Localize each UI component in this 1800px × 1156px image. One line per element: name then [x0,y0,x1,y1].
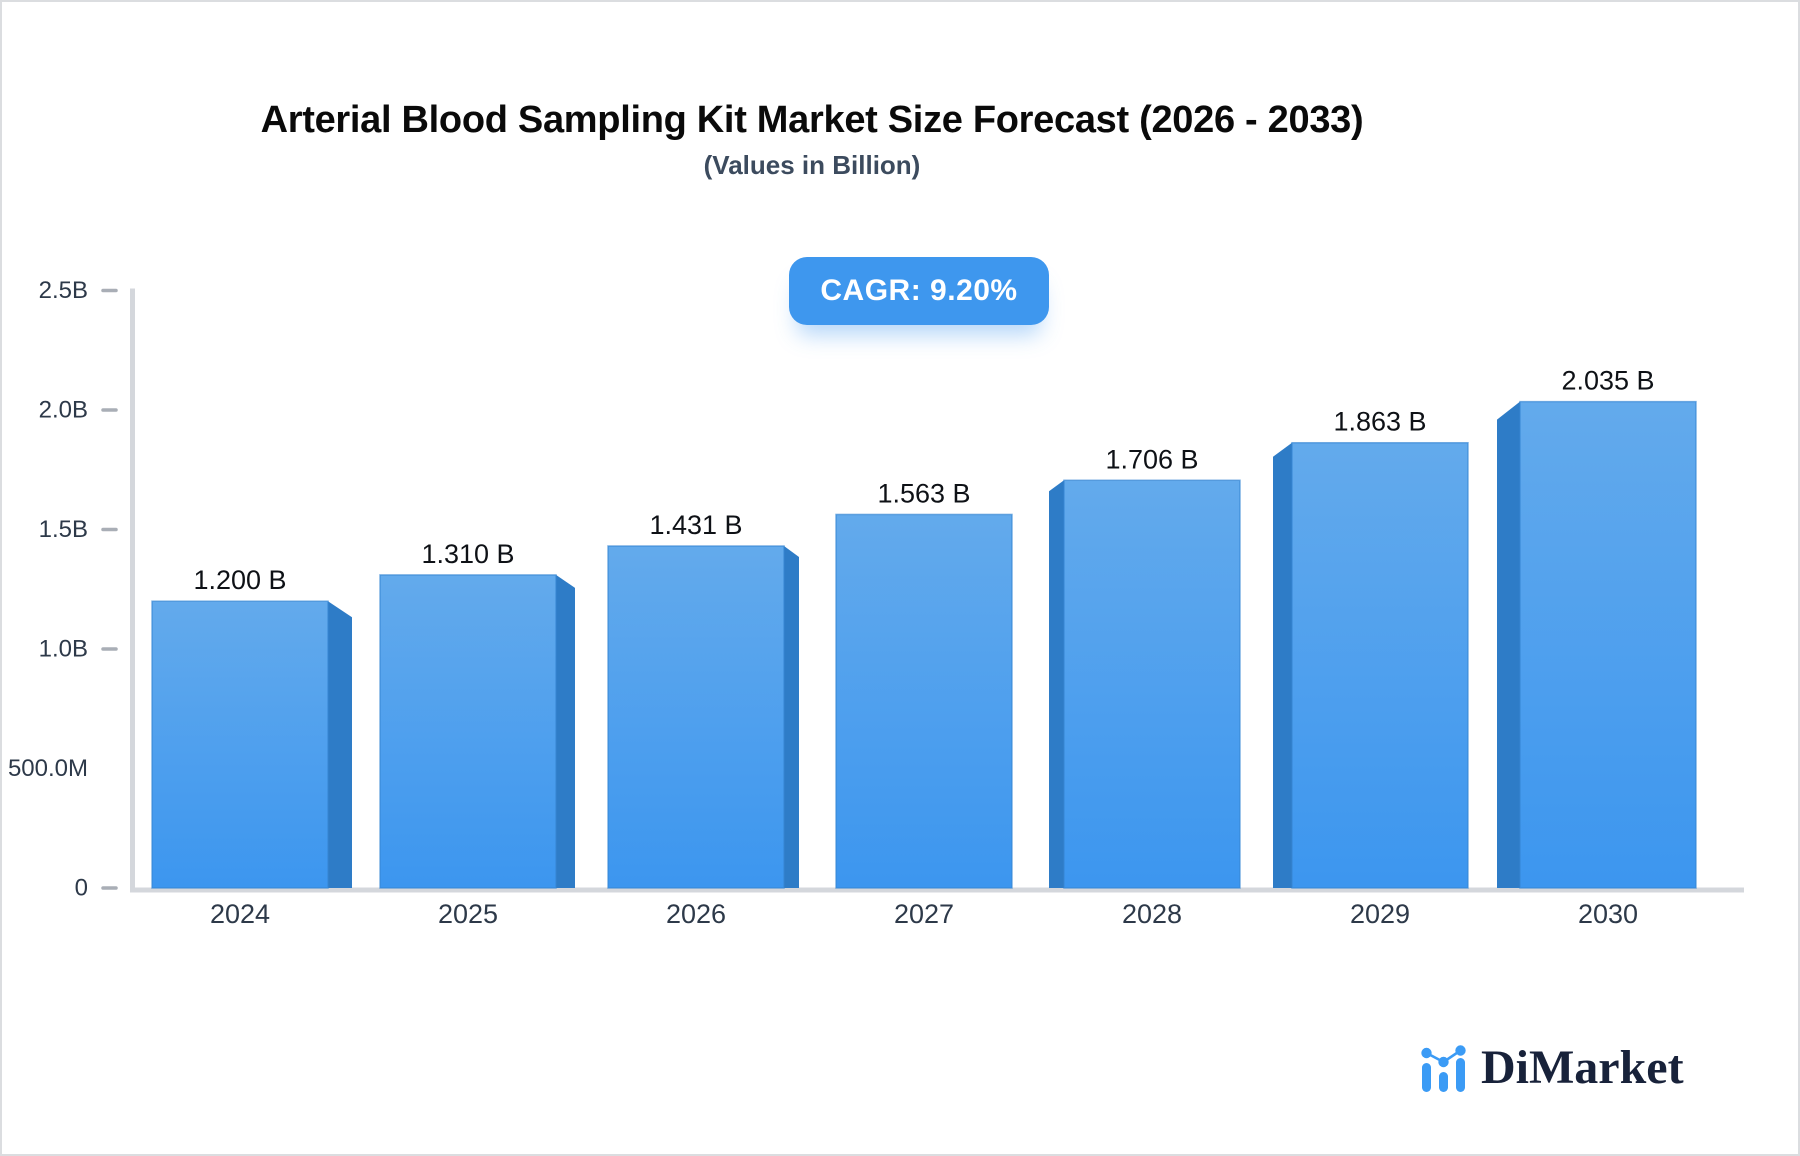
bar-face[interactable] [1291,441,1469,889]
bar-side [1049,480,1064,888]
bar-side [556,574,575,888]
bar-value-label: 1.863 B [1333,407,1426,437]
bar-face[interactable] [1519,400,1697,889]
y-axis-label: 1.0B [39,636,88,663]
chart-title: Arterial Blood Sampling Kit Market Size … [260,99,1364,141]
x-axis-label: 2028 [1122,899,1182,929]
bar-2027[interactable]: 1.563 B [835,478,1013,889]
bar-2029[interactable]: 1.863 B [1273,407,1469,889]
cagr-badge: CAGR: 9.20% [789,257,1049,325]
x-axis-label: 2029 [1350,899,1410,929]
bar-face[interactable] [151,600,329,889]
bar-2030[interactable]: 2.035 B [1497,366,1697,889]
bar-value-label: 1.563 B [877,478,970,508]
dimarket-logo-icon [1421,1045,1466,1092]
bar-face[interactable] [835,513,1013,889]
dimarket-logo-text: DiMarket [1481,1041,1684,1094]
bar-face[interactable] [1063,479,1241,889]
bar-face[interactable] [379,574,557,889]
dimarket-logo: DiMarket [1420,1040,1684,1096]
bar-value-label: 1.200 B [193,565,286,595]
bar-2028[interactable]: 1.706 B [1049,444,1241,889]
x-axis-label: 2030 [1578,899,1638,929]
bar-value-label: 1.706 B [1105,444,1198,474]
bar-2026[interactable]: 1.431 B [607,510,799,889]
x-axis-label: 2026 [666,899,726,929]
y-axis-label: 2.5B [39,277,88,304]
bar-value-label: 2.035 B [1561,366,1654,396]
y-axis-label: 2.0B [39,397,88,424]
x-axis-label: 2025 [438,899,498,929]
bar-side [784,545,799,888]
y-axis-label: 500.0M [8,755,88,782]
bar-side [1497,401,1520,888]
bar-2025[interactable]: 1.310 B [379,539,575,889]
bar-value-label: 1.431 B [649,510,742,540]
x-axis-label: 2024 [210,899,270,929]
bar-side [328,601,352,888]
bar-face[interactable] [607,545,785,889]
chart-subtitle: (Values in Billion) [703,150,921,180]
x-axis-label: 2027 [894,899,954,929]
y-axis-label: 1.5B [39,516,88,543]
bar-value-label: 1.310 B [421,539,514,569]
bar-2024[interactable]: 1.200 B [151,565,352,889]
bar-side [1273,442,1292,888]
y-axis-label: 0 [75,875,88,902]
